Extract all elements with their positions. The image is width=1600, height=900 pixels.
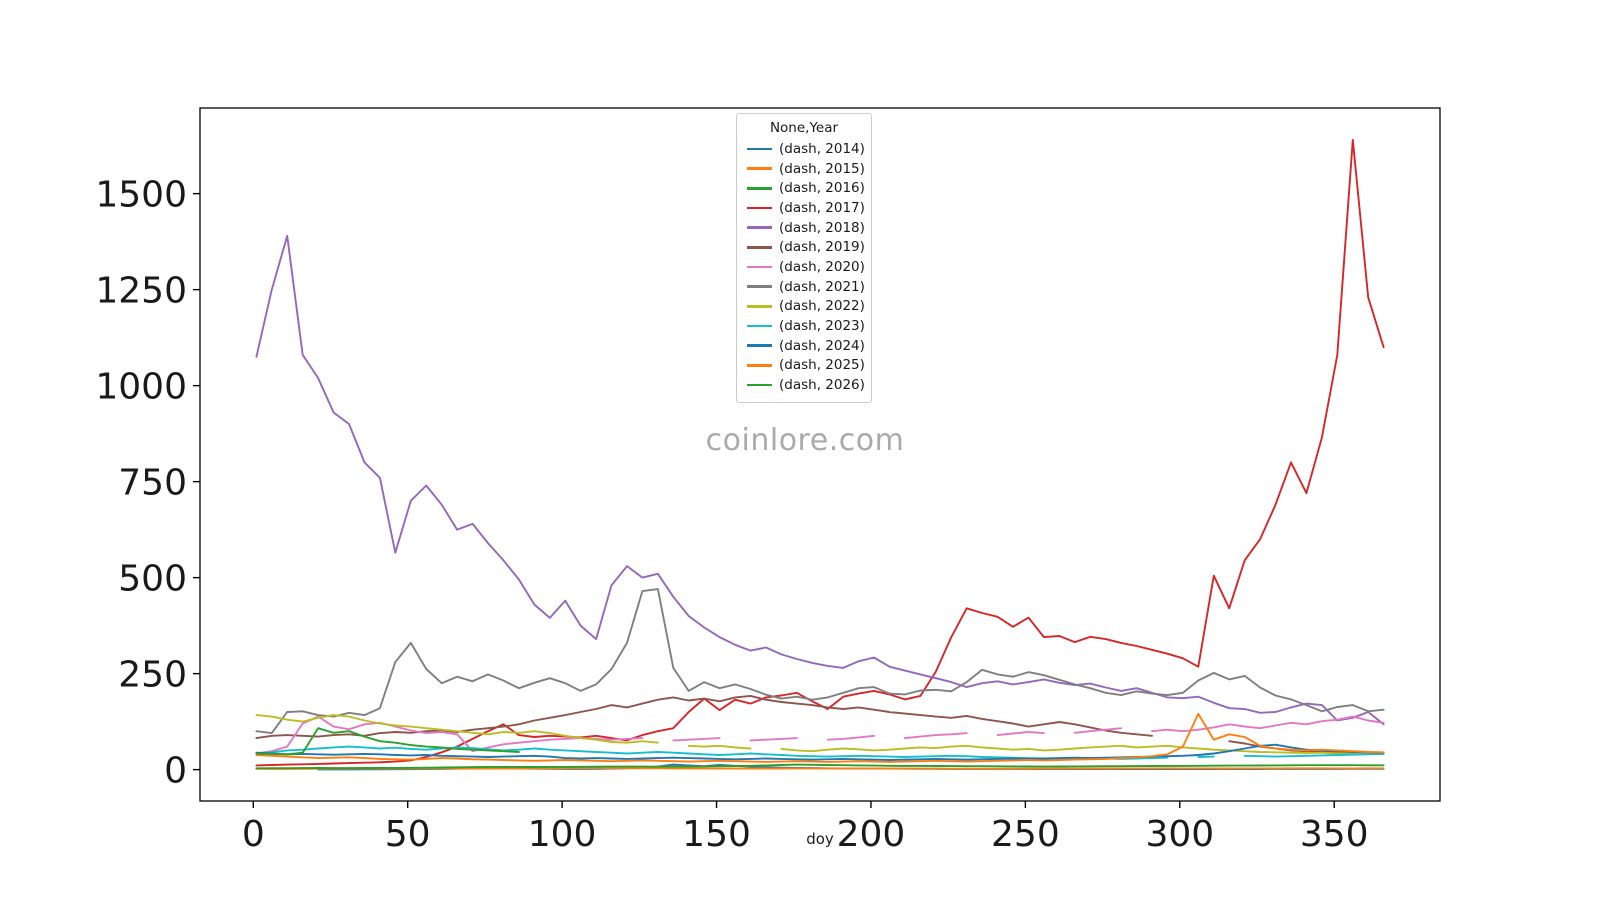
legend-swatch [747,186,772,190]
y-tick-label: 250 [118,655,187,696]
series-line-2024 [255,743,1385,761]
series-line-2017 [255,138,1385,767]
legend-title: None,Year [769,120,839,136]
series-line-2018 [255,234,1385,726]
legend-item: (dash, 2015) [737,159,871,179]
legend-swatch [747,167,772,170]
legend-swatch [747,245,772,249]
legend-swatch [747,147,772,151]
legend-label: (dash, 2024) [779,337,865,354]
series-line-2016 [255,763,1385,770]
x-tick-label: 0 [242,814,265,855]
legend-item: (dash, 2019) [737,237,871,257]
y-tick-label: 500 [118,559,187,600]
y-tick-label: 1500 [95,175,187,216]
legend-swatch [747,285,772,288]
legend-item: (dash, 2021) [737,277,871,297]
legend-label: (dash, 2016) [779,180,865,197]
legend-item: (dash, 2020) [737,257,871,277]
y-tick-label: 1250 [95,271,187,312]
legend-item: (dash, 2023) [737,316,871,336]
legend-label: (dash, 2022) [779,298,865,315]
legend-label: (dash, 2019) [779,239,865,256]
x-axis-label: doy [806,830,834,848]
legend-item: (dash, 2024) [737,336,871,356]
legend-label: (dash, 2015) [779,160,865,177]
x-tick-label: 100 [528,814,597,855]
legend-item: (dash, 2014) [737,139,871,159]
legend-swatch [747,344,772,348]
series-line-2026 [255,727,520,756]
legend-label: (dash, 2021) [779,278,865,295]
legend-swatch [747,324,772,328]
x-tick-label: 250 [991,814,1060,855]
legend-label: (dash, 2026) [779,377,865,394]
plot-border [199,107,1441,802]
legend-swatch [747,226,772,229]
legend-swatch [747,265,772,269]
legend-label: (dash, 2023) [779,318,865,335]
legend-item: (dash, 2017) [737,198,871,218]
series-line-2025 [255,712,1385,763]
x-tick-label: 300 [1145,814,1214,855]
series-line-2022 [255,714,1385,755]
legend-label: (dash, 2025) [779,357,865,374]
legend-item: (dash, 2022) [737,297,871,317]
legend-item: (dash, 2016) [737,178,871,198]
watermark: coinlore.com [705,423,905,458]
y-tick-label: 1000 [95,367,187,408]
legend-label: (dash, 2020) [779,258,865,275]
x-tick-label: 200 [837,814,906,855]
legend-swatch [747,364,772,367]
legend-swatch [747,305,772,308]
legend-item: (dash, 2018) [737,218,871,238]
legend-label: (dash, 2014) [779,140,865,157]
series-line-2021 [255,588,1385,735]
x-tick-label: 50 [385,814,431,855]
legend: None,Year (dash, 2014) (dash, 2015) (dash,… [736,113,872,403]
legend-label: (dash, 2018) [779,219,865,236]
legend-label: (dash, 2017) [779,199,865,216]
series-line-2020 [255,715,1385,755]
legend-swatch [747,206,772,210]
legend-item: (dash, 2025) [737,356,871,376]
x-tick-label: 150 [682,814,751,855]
y-tick-label: 750 [118,463,187,504]
y-tick-label: 0 [164,751,187,792]
x-tick-label: 350 [1300,814,1369,855]
legend-item: (dash, 2026) [737,375,871,395]
legend-swatch [747,383,772,387]
legend-items: (dash, 2014) (dash, 2015) (dash, 2016) (das… [737,139,871,395]
